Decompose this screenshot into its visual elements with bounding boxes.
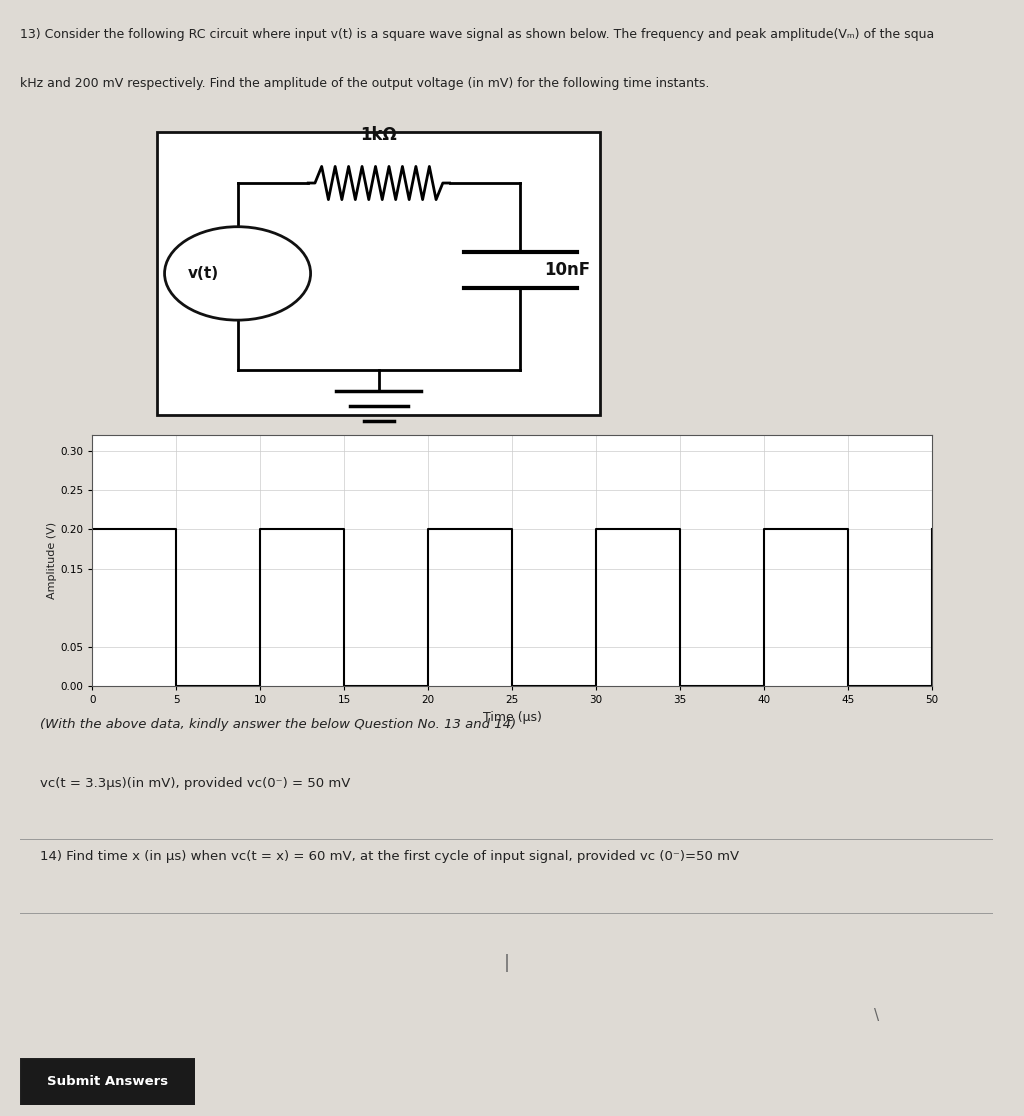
Circle shape: [165, 227, 310, 320]
Text: |: |: [504, 954, 510, 972]
Text: Submit Answers: Submit Answers: [47, 1075, 168, 1088]
Text: vᴄ(t = 3.3μs)(in mV), provided vᴄ(0⁻) = 50 mV: vᴄ(t = 3.3μs)(in mV), provided vᴄ(0⁻) = …: [40, 777, 350, 790]
Text: 13) Consider the following RC circuit where input v(t) is a square wave signal a: 13) Consider the following RC circuit wh…: [20, 28, 935, 41]
X-axis label: Time (μs): Time (μs): [482, 711, 542, 724]
Text: v(t): v(t): [187, 266, 219, 281]
Text: kHz and 200 mV respectively. Find the amplitude of the output voltage (in mV) fo: kHz and 200 mV respectively. Find the am…: [20, 77, 710, 90]
Text: 10nF: 10nF: [544, 261, 590, 279]
Y-axis label: Amplitude (V): Amplitude (V): [47, 522, 57, 599]
Text: 14) Find time x (in μs) when vᴄ(t = x) = 60 mV, at the first cycle of input sign: 14) Find time x (in μs) when vᴄ(t = x) =…: [40, 850, 739, 864]
Text: (With the above data, kindly answer the below Question No. 13 and 14): (With the above data, kindly answer the …: [40, 718, 516, 731]
Text: \: \: [873, 1008, 880, 1022]
Text: 1kΩ: 1kΩ: [360, 126, 397, 144]
